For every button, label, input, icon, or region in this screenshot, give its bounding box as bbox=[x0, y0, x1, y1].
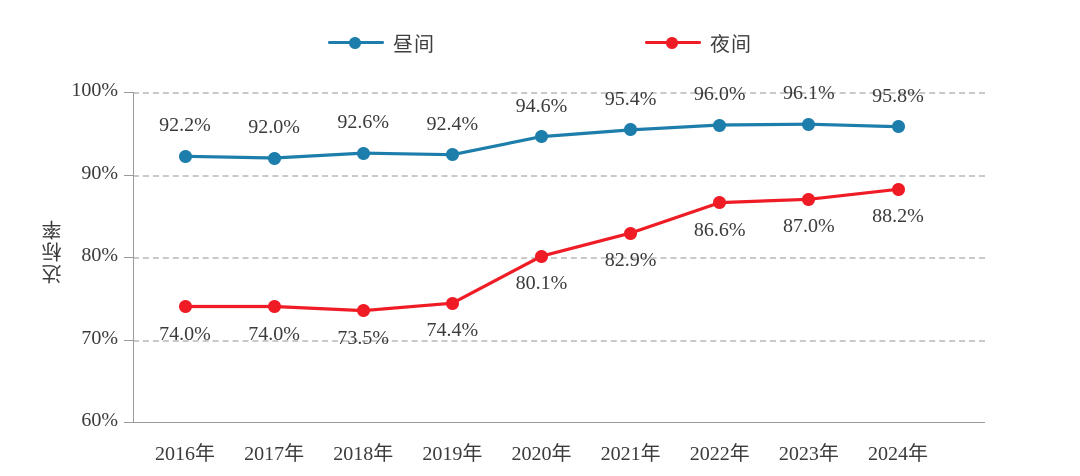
data-point[interactable] bbox=[535, 130, 548, 144]
y-tick-mark bbox=[124, 92, 134, 93]
y-tick-mark bbox=[124, 422, 134, 423]
x-tick-label: 2021年 bbox=[600, 443, 661, 465]
x-tick-label: 2018年 bbox=[333, 443, 394, 465]
gridline bbox=[133, 339, 985, 342]
y-tick-label: 70% bbox=[81, 326, 118, 349]
data-point[interactable] bbox=[267, 300, 281, 313]
legend-dot-night bbox=[666, 36, 678, 49]
data-point[interactable] bbox=[178, 149, 192, 163]
data-point-label: 96.1% bbox=[783, 82, 835, 105]
data-point[interactable] bbox=[891, 120, 905, 134]
data-point-label: 73.5% bbox=[337, 326, 390, 349]
x-tick-label: 2019年 bbox=[422, 443, 483, 465]
x-tick-label: 2022年 bbox=[689, 443, 750, 465]
data-point[interactable] bbox=[445, 148, 459, 162]
data-point[interactable] bbox=[624, 123, 638, 137]
chart-legend: 昼间 夜间 bbox=[0, 22, 1080, 62]
data-point-label: 95.4% bbox=[604, 87, 657, 110]
x-tick-label: 2016年 bbox=[155, 443, 215, 465]
data-point[interactable] bbox=[178, 300, 192, 313]
legend-label-night: 夜间 bbox=[710, 31, 752, 56]
data-point-label: 92.2% bbox=[159, 114, 211, 137]
data-point-label: 96.0% bbox=[693, 83, 746, 105]
data-point-label: 82.9% bbox=[604, 249, 657, 272]
data-point[interactable] bbox=[802, 192, 816, 206]
y-tick-mark bbox=[124, 174, 134, 176]
data-point[interactable] bbox=[267, 151, 281, 165]
data-point[interactable] bbox=[356, 304, 370, 318]
data-point-label: 86.6% bbox=[693, 218, 746, 241]
x-axis-line bbox=[133, 422, 985, 423]
y-tick-mark bbox=[124, 339, 134, 341]
data-point[interactable] bbox=[535, 249, 548, 263]
legend-item-day[interactable]: 昼间 bbox=[328, 28, 435, 57]
data-point-label: 87.0% bbox=[783, 215, 835, 238]
data-point[interactable] bbox=[891, 182, 905, 196]
y-tick-mark bbox=[124, 257, 134, 258]
y-tick-label: 100% bbox=[71, 79, 118, 101]
data-point-label: 74.4% bbox=[426, 319, 479, 342]
y-tick-label: 90% bbox=[81, 161, 118, 184]
gridline bbox=[133, 92, 985, 94]
data-point[interactable] bbox=[445, 296, 459, 310]
data-point-label: 74.0% bbox=[159, 322, 211, 345]
x-tick-label: 2024年 bbox=[868, 443, 928, 465]
data-point-label: 74.0% bbox=[248, 322, 300, 345]
x-tick-label: 2017年 bbox=[244, 443, 305, 465]
legend-label-day: 昼间 bbox=[393, 31, 435, 56]
data-point-label: 92.6% bbox=[337, 111, 390, 134]
data-point[interactable] bbox=[802, 117, 816, 131]
gridline bbox=[133, 257, 985, 259]
y-tick-label: 60% bbox=[81, 409, 118, 431]
legend-marker-day-icon bbox=[328, 35, 384, 49]
legend-dot-day bbox=[349, 36, 361, 49]
x-tick-label: 2023年 bbox=[778, 443, 839, 465]
data-point-label: 88.2% bbox=[872, 205, 924, 228]
data-point-label: 95.8% bbox=[872, 84, 924, 107]
data-point[interactable] bbox=[713, 196, 727, 210]
data-point[interactable] bbox=[356, 146, 370, 160]
y-tick-label: 80% bbox=[81, 244, 118, 266]
x-tick-label: 2020年 bbox=[511, 443, 572, 465]
data-point-label: 92.0% bbox=[248, 116, 300, 138]
data-point-label: 92.4% bbox=[426, 112, 479, 135]
data-point[interactable] bbox=[713, 118, 727, 132]
data-point[interactable] bbox=[624, 226, 638, 240]
gridline bbox=[133, 174, 985, 177]
data-point-label: 80.1% bbox=[515, 272, 568, 295]
legend-marker-night-icon bbox=[645, 35, 701, 49]
data-point-label: 94.6% bbox=[515, 94, 568, 117]
legend-item-night[interactable]: 夜间 bbox=[645, 28, 752, 57]
